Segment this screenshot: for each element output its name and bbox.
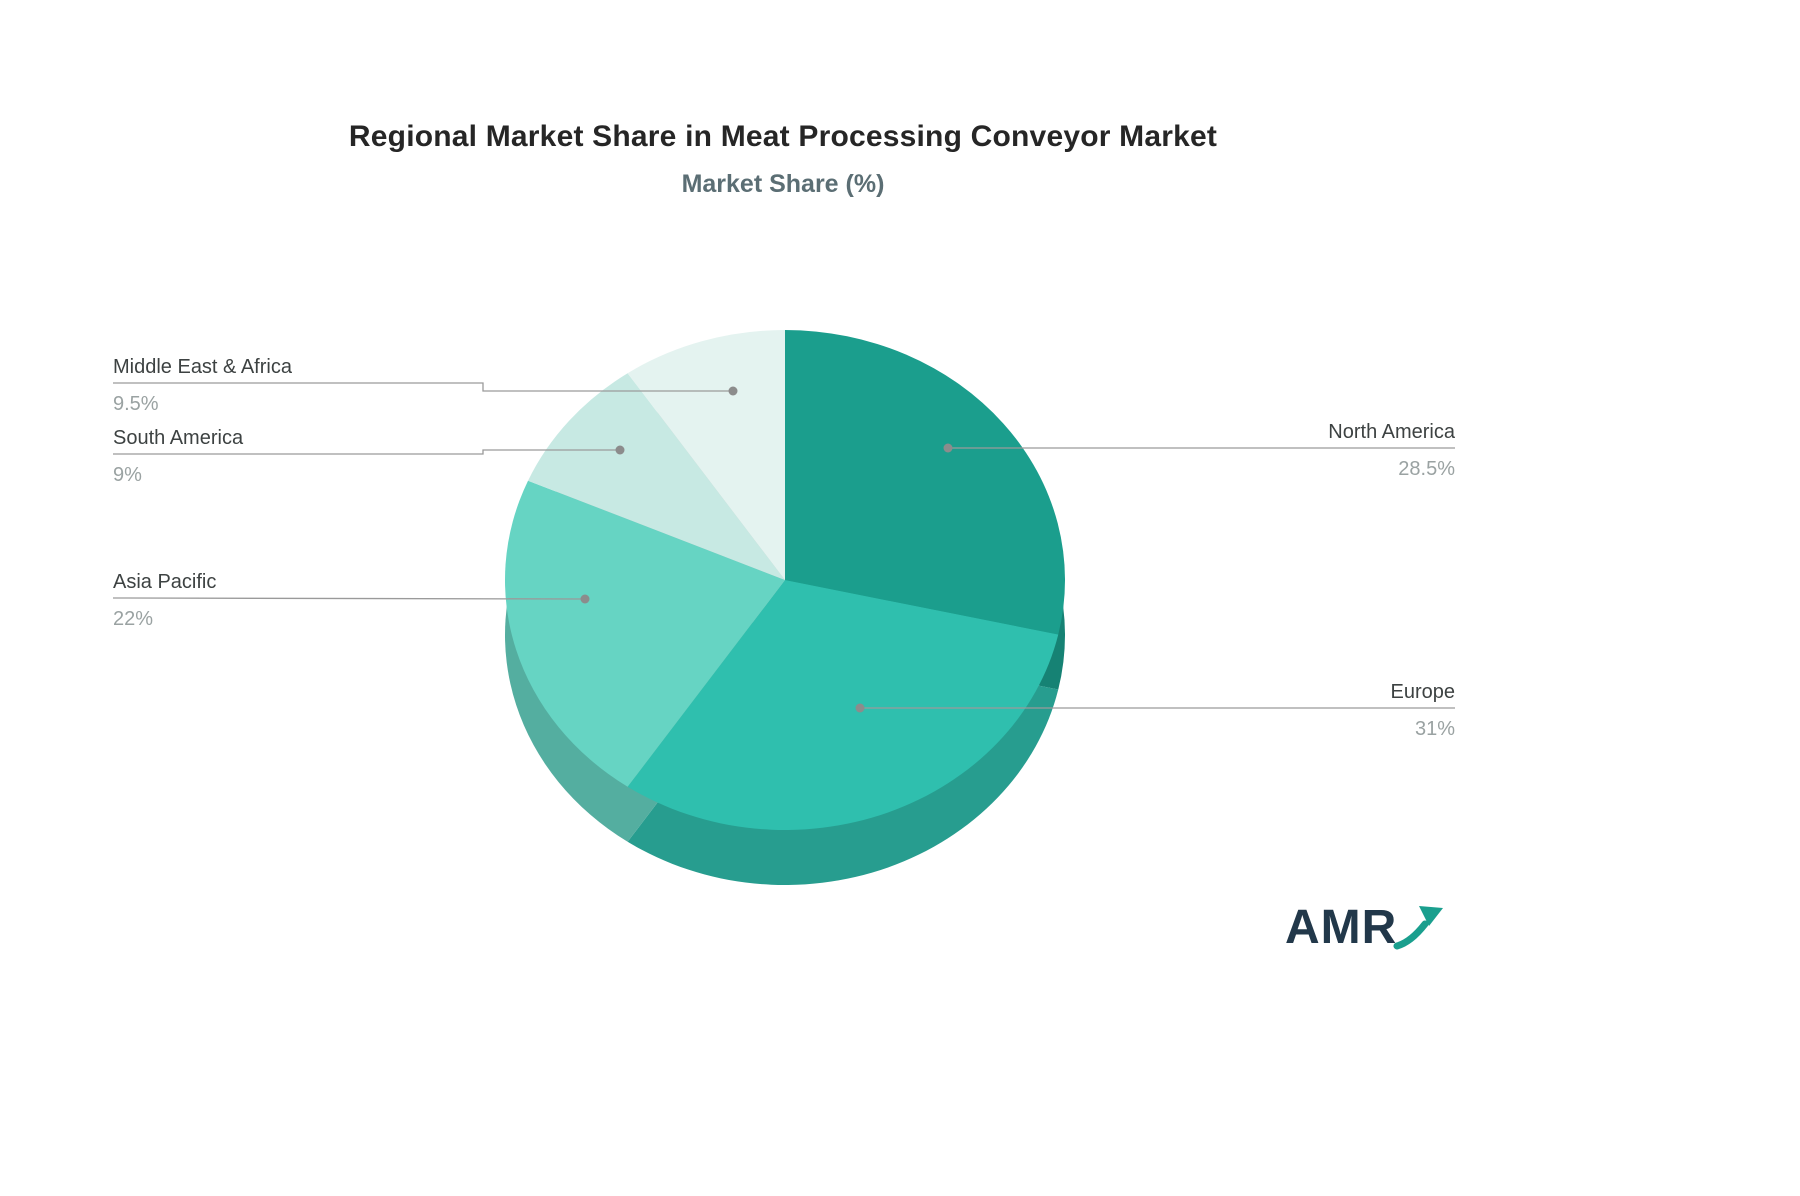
pie-slice-north-america (785, 330, 1065, 635)
pie-slice-europe (627, 580, 1059, 831)
leader-dot-middle-east-africa (728, 386, 738, 396)
callout-asia-pacific: Asia Pacific 22% (113, 566, 493, 631)
callout-europe: Europe 31% (1075, 676, 1456, 741)
chart-subtitle: Market Share (%) (681, 170, 885, 198)
slice-label-south-america: South America (113, 427, 244, 449)
slice-value-north-america: 28.5% (1398, 458, 1455, 480)
slice-label-north-america: North America (1328, 421, 1455, 443)
callout-north-america: North America 28.5% (1075, 416, 1455, 481)
slice-label-middle-east-africa: Middle East & Africa (113, 356, 292, 378)
amr-logo: AMR (1285, 900, 1445, 956)
chart-title: Regional Market Share in Meat Processing… (348, 120, 1218, 153)
callout-middle-east-africa: Middle East & Africa 9.5% (113, 351, 493, 416)
slice-value-europe: 31% (1414, 718, 1455, 740)
slice-value-south-america: 9% (113, 464, 142, 486)
leader-line-middle-east-africa (113, 382, 733, 392)
pie-slice-south-america (528, 373, 785, 580)
amr-logo-arrow-icon (1393, 906, 1444, 950)
pie-slice-asia-pacific (504, 480, 785, 787)
leader-dot-asia-pacific (580, 594, 590, 604)
pie-slice-middle-east-africa (627, 330, 785, 580)
slice-value-asia-pacific: 22% (113, 608, 154, 630)
leader-dot-north-america (943, 443, 953, 453)
leader-line-south-america (113, 449, 620, 455)
leader-dot-europe (855, 703, 865, 713)
amr-logo-text: AMR (1285, 901, 1398, 954)
callout-south-america: South America 9% (113, 422, 493, 487)
leader-dot-south-america (615, 445, 625, 455)
leader-line-asia-pacific (112, 597, 586, 600)
slice-label-europe: Europe (1390, 681, 1456, 703)
slice-label-asia-pacific: Asia Pacific (113, 571, 217, 593)
slice-value-middle-east-africa: 9.5% (113, 393, 159, 415)
